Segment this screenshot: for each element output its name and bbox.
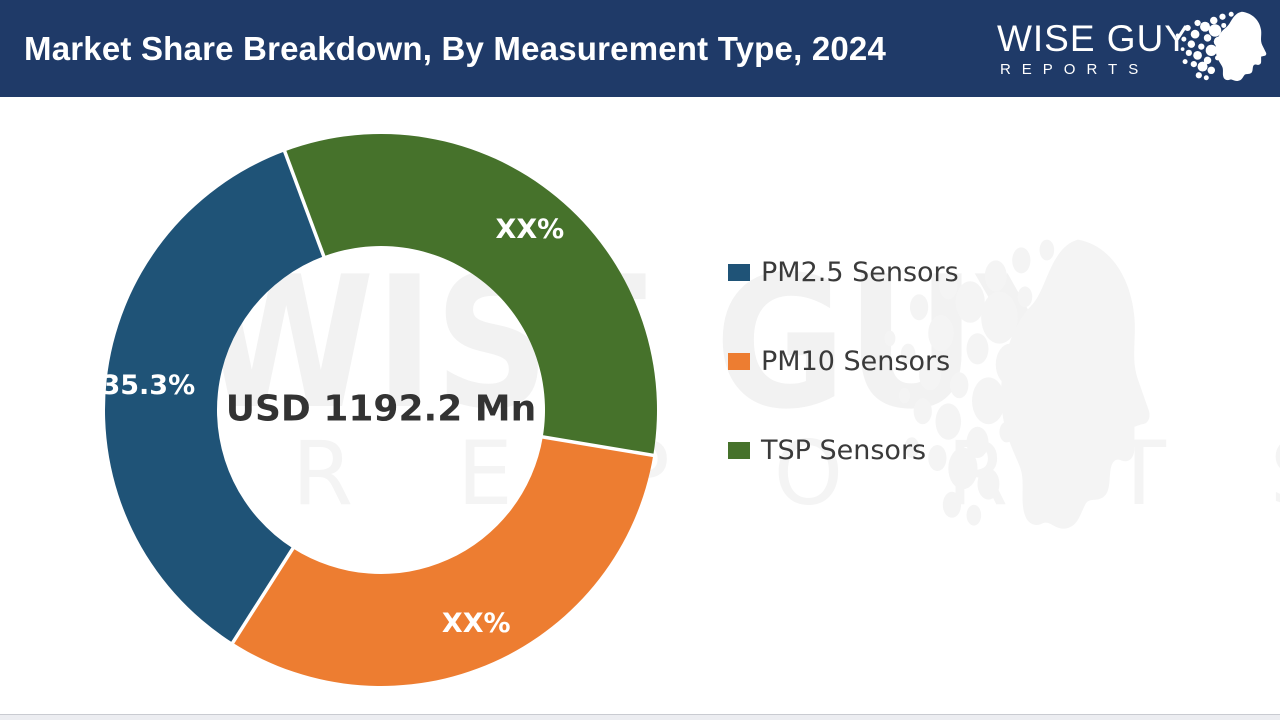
slice-separator [540,434,656,458]
slice-label-pm2-5-sensors: 35.3% [101,370,195,401]
page-title: Market Share Breakdown, By Measurement T… [24,29,887,67]
footer-strip [0,714,1280,720]
legend-swatch-tsp-sensors [728,441,750,459]
legend-item-pm2-5-sensors: PM2.5 Sensors [728,256,959,288]
legend-label: PM10 Sensors [761,345,951,377]
pie-slice-pm2-5-sensors [104,151,324,643]
pie-slice-pm10-sensors [232,436,654,687]
pie-slice-tsp-sensors [284,133,657,456]
face-logo-icon [1175,11,1267,82]
legend-label: PM2.5 Sensors [761,256,959,288]
slice-separator [230,545,296,646]
logo-subtitle: REPORTS [999,60,1150,78]
slice-label-tsp-sensors: XX% [496,214,565,245]
wiseguy-logo: WISE GUY REPORTS [997,8,1270,89]
chart-legend: PM2.5 Sensors PM10 Sensors TSP Sensors [728,256,959,523]
legend-swatch-pm2-5-sensors [728,263,750,281]
legend-item-tsp-sensors: TSP Sensors [728,434,959,466]
legend-label: TSP Sensors [761,434,927,466]
legend-swatch-pm10-sensors [728,352,750,370]
donut-center-value: USD 1192.2 Mn [225,388,537,430]
slice-label-pm10-sensors: XX% [442,608,511,639]
header-bar: Market Share Breakdown, By Measurement T… [0,0,1280,97]
legend-item-pm10-sensors: PM10 Sensors [728,345,959,377]
logo-wordmark: WISE GUY [996,17,1190,59]
slice-separator [282,148,327,259]
